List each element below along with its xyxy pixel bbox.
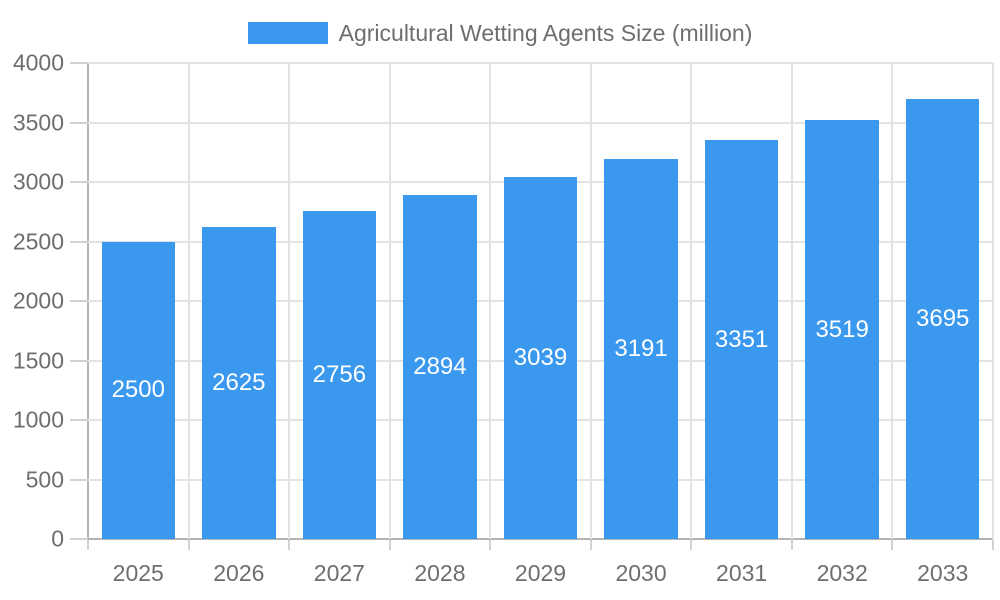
y-axis-tick-label: 0 [51, 525, 64, 552]
y-axis-tick-label: 2000 [12, 287, 64, 314]
y-axis-tick-label: 3000 [12, 168, 64, 195]
y-axis-tick [70, 478, 88, 481]
x-axis-tick [790, 540, 793, 550]
bar: 2625 [202, 226, 276, 539]
bar-value-label: 3039 [513, 344, 568, 372]
y-axis-tick [70, 538, 88, 540]
x-axis-tick-label: 2029 [514, 560, 567, 586]
x-axis-tick [489, 540, 492, 550]
x-axis-tick-label: 2033 [917, 560, 969, 586]
y-axis-tick [70, 121, 88, 124]
bar-value-label: 3695 [916, 305, 970, 333]
legend-label: Agricultural Wetting Agents Size (millio… [338, 20, 753, 46]
bar: 2500 [101, 241, 176, 539]
x-axis-tick [891, 540, 894, 550]
vertical-gridline [891, 63, 894, 539]
x-axis-line [87, 538, 993, 540]
vertical-gridline [690, 63, 693, 539]
y-axis-tick [70, 62, 88, 64]
bar: 2756 [302, 211, 377, 539]
y-axis-tick-label: 500 [25, 466, 64, 492]
y-axis-tick [70, 300, 88, 302]
x-axis-tick [388, 540, 391, 550]
bar-value-label: 2894 [413, 352, 467, 380]
bar: 3039 [503, 177, 578, 539]
bar: 3695 [905, 99, 980, 539]
chart-legend: Agricultural Wetting Agents Size (millio… [0, 20, 1000, 46]
y-axis-tick [70, 240, 88, 243]
y-axis-tick-label: 2500 [12, 228, 64, 254]
vertical-gridline [187, 63, 190, 539]
bar-value-label: 2625 [212, 368, 266, 396]
bar-value-label: 3519 [815, 315, 869, 343]
x-axis-tick-label: 2031 [716, 560, 768, 586]
vertical-gridline [790, 63, 793, 539]
x-axis-tick [992, 540, 994, 550]
horizontal-gridline [88, 62, 993, 64]
x-axis-tick [288, 540, 291, 550]
y-axis-line [87, 63, 89, 541]
y-axis-tick-label: 3500 [12, 109, 64, 135]
x-axis-tick [87, 540, 89, 550]
y-axis-tick [70, 419, 88, 421]
x-axis-tick [187, 540, 190, 550]
x-axis-tick-label: 2025 [112, 560, 164, 586]
bar-value-label: 3191 [614, 335, 668, 363]
x-axis-tick-label: 2028 [414, 560, 466, 586]
x-axis-tick [690, 540, 693, 550]
x-axis-tick-label: 2030 [615, 560, 667, 586]
bar-value-label: 2500 [111, 376, 165, 404]
plot-area: 2500 2625 2756 2894 3039 3191 3351 3519 3695 [88, 62, 994, 539]
bar: 3191 [604, 159, 678, 539]
y-axis-tick-label: 1000 [12, 406, 64, 433]
bar-value-label: 3351 [714, 325, 769, 353]
vertical-gridline [288, 63, 291, 539]
vertical-gridline [388, 63, 391, 539]
vertical-gridline [992, 63, 994, 539]
bar-value-label: 2756 [312, 361, 367, 389]
legend-swatch [247, 22, 328, 44]
y-axis-tick [70, 359, 88, 362]
vertical-gridline [489, 63, 492, 539]
y-axis-tick-label: 4000 [12, 49, 64, 76]
x-axis-tick [589, 540, 592, 550]
y-axis-tick-label: 1500 [12, 347, 64, 373]
bar: 3351 [704, 140, 779, 539]
y-axis-tick [70, 181, 88, 183]
vertical-gridline [589, 63, 592, 539]
x-axis-tick-label: 2032 [816, 560, 868, 586]
bar: 2894 [403, 194, 477, 539]
x-axis-tick-label: 2026 [213, 560, 265, 586]
x-axis-tick-label: 2027 [313, 560, 365, 586]
bar: 3519 [805, 120, 879, 539]
